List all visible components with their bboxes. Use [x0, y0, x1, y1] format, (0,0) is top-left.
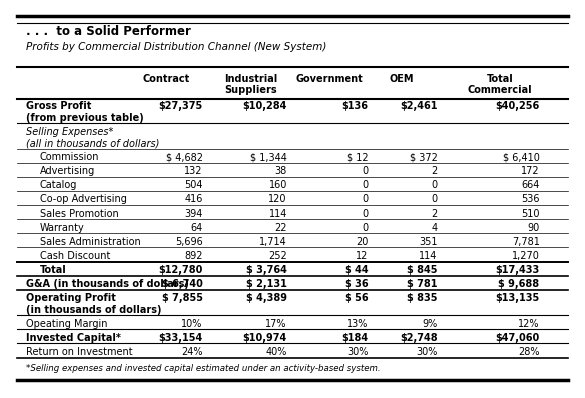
- Text: 892: 892: [184, 251, 202, 261]
- Text: 12%: 12%: [518, 319, 539, 329]
- Text: $ 3,764: $ 3,764: [246, 265, 287, 275]
- Text: OEM: OEM: [390, 74, 414, 84]
- Text: 5,696: 5,696: [175, 237, 202, 247]
- Text: $ 4,682: $ 4,682: [166, 152, 202, 162]
- Text: 394: 394: [184, 209, 202, 219]
- Text: $2,748: $2,748: [400, 333, 438, 343]
- Text: 172: 172: [521, 166, 539, 176]
- Text: 120: 120: [269, 194, 287, 205]
- Text: Catalog: Catalog: [40, 180, 77, 190]
- Text: 28%: 28%: [518, 347, 539, 357]
- Text: 1,714: 1,714: [259, 237, 287, 247]
- Text: $ 56: $ 56: [345, 293, 369, 303]
- Text: 1,270: 1,270: [512, 251, 539, 261]
- Text: 0: 0: [362, 222, 369, 232]
- Text: $ 6,410: $ 6,410: [503, 152, 539, 162]
- Text: . . .  to a Solid Performer: . . . to a Solid Performer: [26, 25, 191, 38]
- Text: Operating Profit
(in thousands of dollars): Operating Profit (in thousands of dollar…: [26, 293, 161, 315]
- Text: 4: 4: [431, 222, 438, 232]
- Text: $ 2,131: $ 2,131: [246, 279, 287, 289]
- Text: 22: 22: [274, 222, 287, 232]
- Text: Invested Capital*: Invested Capital*: [26, 333, 121, 343]
- Text: Sales Administration: Sales Administration: [40, 237, 140, 247]
- Text: $ 4,389: $ 4,389: [246, 293, 287, 303]
- Text: $27,375: $27,375: [159, 101, 202, 111]
- Text: Warranty: Warranty: [40, 222, 84, 232]
- Text: $ 7,855: $ 7,855: [161, 293, 202, 303]
- Text: 7,781: 7,781: [512, 237, 539, 247]
- Text: 132: 132: [184, 166, 202, 176]
- Text: Total
Commercial: Total Commercial: [468, 74, 532, 95]
- Text: 114: 114: [419, 251, 438, 261]
- Text: 24%: 24%: [181, 347, 202, 357]
- Text: 20: 20: [356, 237, 369, 247]
- Text: 90: 90: [527, 222, 539, 232]
- Text: 510: 510: [521, 209, 539, 219]
- Text: 160: 160: [269, 180, 287, 190]
- Text: Gross Profit
(from previous table): Gross Profit (from previous table): [26, 101, 143, 123]
- Text: 0: 0: [431, 180, 438, 190]
- Text: 17%: 17%: [266, 319, 287, 329]
- Text: $ 44: $ 44: [345, 265, 369, 275]
- Text: Selling Expenses*
(all in thousands of dollars): Selling Expenses* (all in thousands of d…: [26, 127, 159, 148]
- Text: 351: 351: [419, 237, 438, 247]
- Text: $10,974: $10,974: [243, 333, 287, 343]
- Text: 40%: 40%: [266, 347, 287, 357]
- Text: $2,461: $2,461: [400, 101, 438, 111]
- Text: $ 372: $ 372: [410, 152, 438, 162]
- Text: 2: 2: [431, 166, 438, 176]
- Text: Co-op Advertising: Co-op Advertising: [40, 194, 127, 205]
- Text: 0: 0: [362, 180, 369, 190]
- Text: Opeating Margin: Opeating Margin: [26, 319, 107, 329]
- Text: 9%: 9%: [422, 319, 438, 329]
- Text: $33,154: $33,154: [159, 333, 202, 343]
- Text: Commission: Commission: [40, 152, 99, 162]
- Text: 12: 12: [356, 251, 369, 261]
- Text: $136: $136: [341, 101, 369, 111]
- Text: Government: Government: [295, 74, 363, 84]
- Text: Return on Investment: Return on Investment: [26, 347, 132, 357]
- Text: $ 6,740: $ 6,740: [162, 279, 202, 289]
- Text: 38: 38: [274, 166, 287, 176]
- Text: *Selling expenses and invested capital estimated under an activity-based system.: *Selling expenses and invested capital e…: [26, 364, 380, 373]
- Text: 416: 416: [184, 194, 202, 205]
- Text: $ 1,344: $ 1,344: [250, 152, 287, 162]
- Text: 0: 0: [362, 194, 369, 205]
- Text: 2: 2: [431, 209, 438, 219]
- Text: 0: 0: [431, 194, 438, 205]
- Text: 252: 252: [268, 251, 287, 261]
- Text: 0: 0: [362, 209, 369, 219]
- Text: $ 9,688: $ 9,688: [498, 279, 539, 289]
- Text: 10%: 10%: [181, 319, 202, 329]
- Text: 30%: 30%: [347, 347, 369, 357]
- Text: $184: $184: [341, 333, 369, 343]
- Text: $ 781: $ 781: [407, 279, 438, 289]
- Text: Total: Total: [40, 265, 67, 275]
- Text: $ 12: $ 12: [347, 152, 369, 162]
- Text: 504: 504: [184, 180, 202, 190]
- Text: 0: 0: [362, 166, 369, 176]
- Text: 13%: 13%: [347, 319, 369, 329]
- Text: $12,780: $12,780: [159, 265, 202, 275]
- Text: $13,135: $13,135: [495, 293, 539, 303]
- Text: 30%: 30%: [416, 347, 438, 357]
- Text: Industrial
Suppliers: Industrial Suppliers: [223, 74, 277, 95]
- Text: $17,433: $17,433: [495, 265, 539, 275]
- Text: Advertising: Advertising: [40, 166, 95, 176]
- Text: $47,060: $47,060: [495, 333, 539, 343]
- Text: Cash Discount: Cash Discount: [40, 251, 110, 261]
- Text: 114: 114: [269, 209, 287, 219]
- Text: Sales Promotion: Sales Promotion: [40, 209, 119, 219]
- Text: $ 36: $ 36: [345, 279, 369, 289]
- Text: $40,256: $40,256: [495, 101, 539, 111]
- Text: 536: 536: [521, 194, 539, 205]
- Text: Contract: Contract: [143, 74, 190, 84]
- Text: $ 845: $ 845: [407, 265, 438, 275]
- Text: $10,284: $10,284: [243, 101, 287, 111]
- Text: 664: 664: [521, 180, 539, 190]
- Text: 64: 64: [190, 222, 202, 232]
- Text: G&A (in thousands of dollars): G&A (in thousands of dollars): [26, 279, 188, 289]
- Text: Profits by Commercial Distribution Channel (New System): Profits by Commercial Distribution Chann…: [26, 41, 326, 52]
- Text: $ 835: $ 835: [407, 293, 438, 303]
